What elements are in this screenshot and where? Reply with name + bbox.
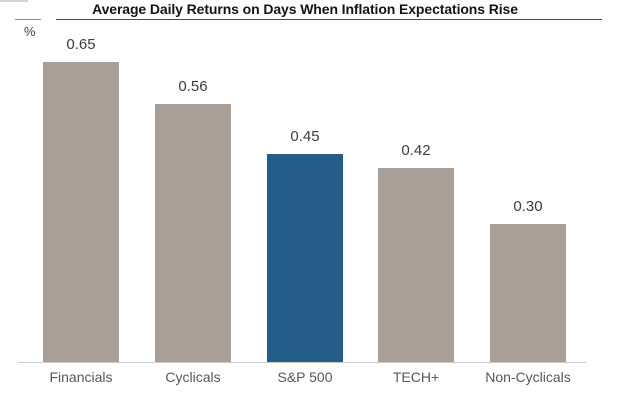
category-label-cyclicals: Cyclicals	[165, 369, 221, 385]
value-label-financials: 0.65	[66, 36, 96, 53]
y-axis-unit-label: %	[24, 24, 36, 39]
value-label-tech: 0.42	[401, 142, 431, 159]
crop-artifact-line	[0, 0, 28, 2]
header-rule-left-segment	[15, 19, 41, 20]
x-axis-baseline	[18, 362, 586, 363]
category-label-tech: TECH+	[392, 369, 440, 385]
value-label-cyclicals: 0.56	[178, 78, 208, 95]
category-label-s-p-500: S&P 500	[277, 369, 333, 385]
bar-non-cyclicals	[490, 224, 566, 362]
value-label-s-p-500: 0.45	[290, 128, 320, 145]
chart-title: Average Daily Returns on Days When Infla…	[92, 1, 518, 17]
bar-s-p-500	[267, 154, 343, 362]
category-label-non-cyclicals: Non-Cyclicals	[485, 369, 571, 385]
bar-financials	[43, 62, 119, 362]
chart-title-underline	[56, 19, 602, 20]
category-label-financials: Financials	[49, 369, 113, 385]
value-label-non-cyclicals: 0.30	[513, 198, 543, 215]
bar-tech	[378, 168, 454, 362]
bar-cyclicals	[155, 104, 231, 362]
